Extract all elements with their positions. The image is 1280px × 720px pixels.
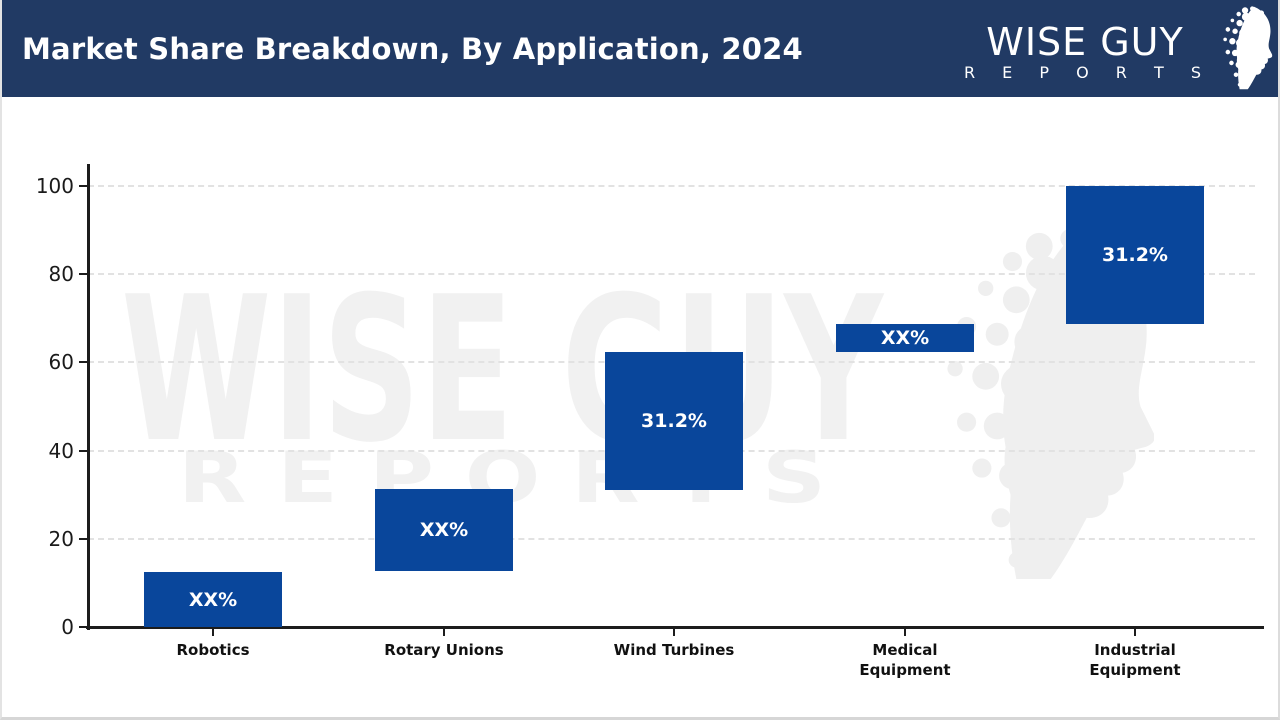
y-tick-label-40: 40 [48,439,74,463]
x-tick-label-wind-turbines: Wind Turbines [613,641,735,659]
bar-label-medical-equipment: XX% [880,327,930,349]
bar-label-rotary-unions: XX% [419,519,469,541]
bar-label-wind-turbines: 31.2% [641,410,707,432]
x-axis-line [86,626,1264,629]
svg-text:WISE GUY: WISE GUY [121,289,884,449]
gridline-20 [88,538,1255,540]
y-tick-label-60: 60 [48,350,74,374]
y-tick-label-0: 0 [61,615,74,639]
y-axis-line [87,164,90,630]
page-title: Market Share Breakdown, By Application, … [22,31,803,66]
bar-rotary-unions: XX% [375,489,513,571]
y-tick-label-100: 100 [35,174,74,198]
y-tick-label-80: 80 [48,262,74,286]
y-tick-label-20: 20 [48,527,74,551]
x-tick-wind-turbines [673,629,675,636]
x-tick-robotics [212,629,214,636]
y-tick-60 [79,361,88,363]
y-tick-40 [79,450,88,452]
x-tick-label-robotics: Robotics [176,641,250,659]
y-tick-20 [79,538,88,540]
header-bar: Market Share Breakdown, By Application, … [2,0,1278,97]
y-tick-80 [79,273,88,275]
x-tick-label-rotary-unions: Rotary Unions [384,641,504,659]
gridline-80 [88,273,1255,275]
bar-medical-equipment: XX% [836,324,974,352]
bar-label-robotics: XX% [188,588,238,611]
bar-industrial-equipment: 31.2% [1066,186,1204,324]
x-tick-label-medical-equipment: Medical Equipment [859,641,951,679]
bar-label-industrial-equipment: 31.2% [1102,244,1168,266]
bar-robotics: XX% [144,572,282,627]
gridline-100 [88,185,1255,187]
brand-tagline: R E P O R T S [963,62,1212,82]
y-tick-100 [79,185,88,187]
brand-name: WISE GUY [986,19,1184,64]
brand-logo-text: WISE GUY R E P O R T S [958,22,1212,82]
chart-canvas: WISE GUY R E P O R T S 0 20 40 60 80 100 XX% Ro… [2,97,1278,717]
watermark-brand: WISE GUY [121,289,884,449]
x-tick-industrial-equipment [1134,629,1136,636]
x-tick-rotary-unions [443,629,445,636]
bar-wind-turbines: 31.2% [605,352,743,490]
x-tick-medical-equipment [904,629,906,636]
brand-logo: WISE GUY R E P O R T S [958,7,1276,91]
x-tick-label-industrial-equipment: Industrial Equipment [1089,641,1181,679]
y-tick-0 [79,626,88,628]
